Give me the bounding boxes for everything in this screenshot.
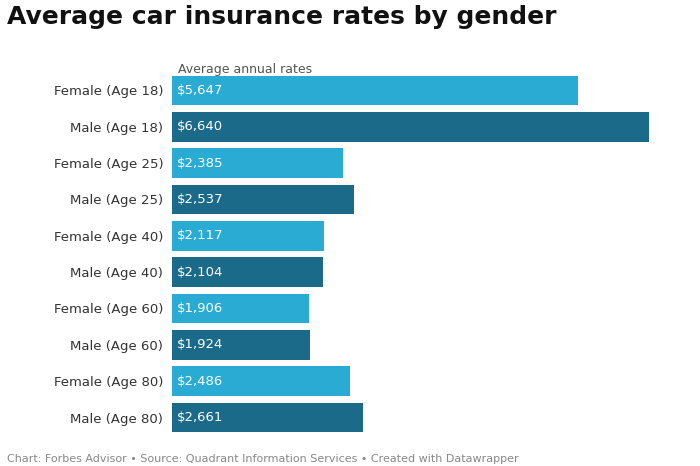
- Text: $2,486: $2,486: [177, 375, 223, 388]
- Bar: [172, 403, 363, 432]
- Bar: [172, 148, 343, 178]
- Bar: [172, 75, 578, 105]
- Text: $2,385: $2,385: [177, 157, 224, 170]
- Bar: [172, 257, 323, 287]
- Bar: [172, 294, 309, 323]
- Bar: [172, 330, 310, 360]
- Text: $1,924: $1,924: [177, 338, 223, 351]
- Text: $2,661: $2,661: [177, 411, 223, 424]
- Bar: [172, 185, 354, 214]
- Text: Chart: Forbes Advisor • Source: Quadrant Information Services • Created with Dat: Chart: Forbes Advisor • Source: Quadrant…: [7, 454, 519, 464]
- Text: $2,537: $2,537: [177, 193, 224, 206]
- Text: $6,640: $6,640: [177, 120, 223, 133]
- Text: $1,906: $1,906: [177, 302, 223, 315]
- Text: Average car insurance rates by gender: Average car insurance rates by gender: [7, 5, 556, 29]
- Text: Average annual rates: Average annual rates: [178, 63, 313, 76]
- Bar: [172, 112, 649, 142]
- Text: $5,647: $5,647: [177, 84, 223, 97]
- Text: $2,104: $2,104: [177, 266, 223, 279]
- Bar: [172, 221, 324, 251]
- Text: $2,117: $2,117: [177, 229, 224, 242]
- Bar: [172, 366, 351, 396]
